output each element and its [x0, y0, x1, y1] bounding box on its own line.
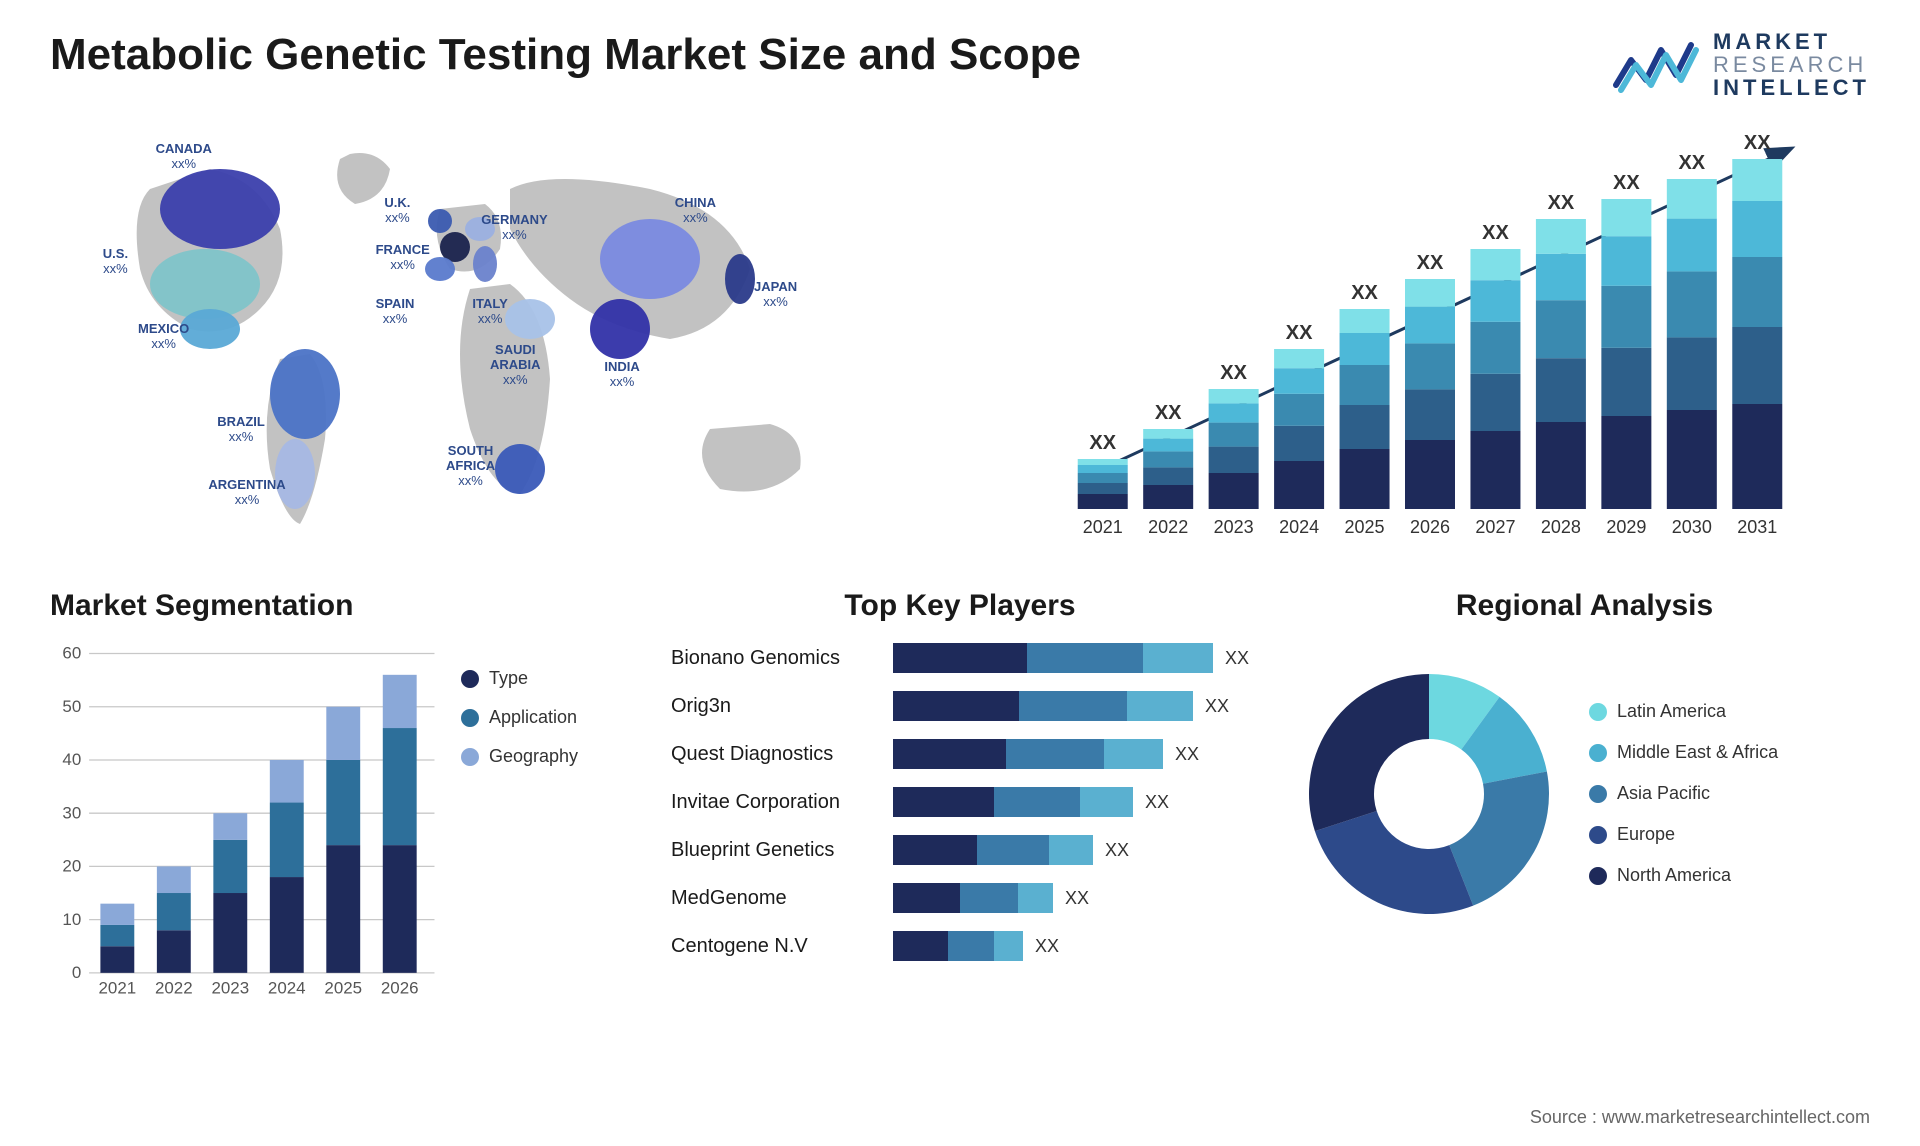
player-value: XX [1225, 648, 1249, 669]
svg-text:XX: XX [1744, 132, 1771, 154]
segmentation-title: Market Segmentation [50, 589, 621, 623]
svg-text:2027: 2027 [1475, 517, 1515, 537]
segmentation-legend: Type Application Geography [461, 638, 621, 1008]
svg-text:2025: 2025 [1345, 517, 1385, 537]
svg-text:XX: XX [1351, 282, 1378, 304]
svg-text:2025: 2025 [324, 979, 362, 998]
legend-item: North America [1589, 865, 1778, 886]
player-value: XX [1145, 792, 1169, 813]
player-value: XX [1205, 696, 1229, 717]
player-name: MedGenome [671, 887, 881, 910]
source-attribution: Source : www.marketresearchintellect.com [1530, 1107, 1870, 1128]
svg-text:0: 0 [72, 963, 81, 982]
legend-item: Latin America [1589, 701, 1778, 722]
svg-text:2026: 2026 [1410, 517, 1450, 537]
map-label-us: U.S.xx% [103, 247, 128, 277]
player-name: Invitae Corporation [671, 791, 881, 814]
svg-text:2031: 2031 [1737, 517, 1777, 537]
svg-text:2030: 2030 [1672, 517, 1712, 537]
regional-donut [1299, 664, 1559, 924]
svg-text:2022: 2022 [1148, 517, 1188, 537]
player-row: Bionano Genomics XX [671, 638, 1249, 678]
player-row: MedGenome XX [671, 878, 1249, 918]
svg-text:2028: 2028 [1541, 517, 1581, 537]
player-name: Orig3n [671, 695, 881, 718]
svg-text:2026: 2026 [381, 979, 419, 998]
segmentation-chart: 0 10 20 30 40 50 60 2021 2022 2023 2024 2025 2026 [50, 638, 441, 1008]
legend-item: Asia Pacific [1589, 783, 1778, 804]
map-label-italy: ITALYxx% [472, 297, 507, 327]
players-title: Top Key Players [671, 589, 1249, 623]
svg-text:XX: XX [1286, 322, 1313, 344]
logo-icon [1611, 35, 1701, 95]
regional-panel: Regional Analysis Latin America Middle Ea… [1299, 589, 1870, 949]
legend-item: Middle East & Africa [1589, 742, 1778, 763]
map-label-germany: GERMANYxx% [481, 213, 547, 243]
legend-item: Type [461, 668, 621, 689]
player-row: Invitae Corporation XX [671, 782, 1249, 822]
svg-text:2023: 2023 [1214, 517, 1254, 537]
svg-text:XX: XX [1482, 222, 1509, 244]
svg-text:10: 10 [62, 910, 81, 929]
svg-text:20: 20 [62, 857, 81, 876]
svg-text:XX: XX [1155, 402, 1182, 424]
svg-text:XX: XX [1548, 192, 1575, 214]
svg-text:XX: XX [1613, 172, 1640, 194]
player-name: Quest Diagnostics [671, 743, 881, 766]
svg-text:60: 60 [62, 644, 81, 663]
legend-item: Europe [1589, 824, 1778, 845]
svg-text:2029: 2029 [1606, 517, 1646, 537]
player-name: Blueprint Genetics [671, 839, 881, 862]
page-title: Metabolic Genetic Testing Market Size an… [50, 30, 1081, 80]
svg-text:2022: 2022 [155, 979, 193, 998]
map-label-brazil: BRAZILxx% [217, 415, 265, 445]
map-label-china: CHINAxx% [675, 196, 716, 226]
svg-text:2024: 2024 [268, 979, 306, 998]
svg-text:50: 50 [62, 697, 81, 716]
player-row: Quest Diagnostics XX [671, 734, 1249, 774]
regional-title: Regional Analysis [1299, 589, 1870, 623]
map-label-uk: U.K.xx% [384, 196, 410, 226]
player-value: XX [1105, 840, 1129, 861]
player-value: XX [1035, 936, 1059, 957]
player-row: Orig3n XX [671, 686, 1249, 726]
map-label-argentina: ARGENTINAxx% [208, 478, 285, 508]
players-list: Bionano GenomicsXXOrig3nXXQuest Diagnost… [671, 638, 1249, 966]
logo-text: MARKET RESEARCH INTELLECT [1713, 30, 1870, 99]
segmentation-panel: Market Segmentation 01020304050602021202… [50, 589, 621, 949]
map-label-mexico: MEXICOxx% [138, 322, 189, 352]
svg-text:2024: 2024 [1279, 517, 1319, 537]
svg-text:2023: 2023 [211, 979, 249, 998]
legend-item: Geography [461, 746, 621, 767]
svg-text:40: 40 [62, 750, 81, 769]
legend-item: Application [461, 707, 621, 728]
market-size-chart: 2021 XX 2022 XX 2023 XX 2024 XX 2025 XX 2026 XX 2027… [990, 129, 1870, 549]
players-panel: Top Key Players Bionano GenomicsXXOrig3n… [671, 589, 1249, 949]
player-row: Blueprint Genetics XX [671, 830, 1249, 870]
svg-text:XX: XX [1417, 252, 1444, 274]
player-name: Bionano Genomics [671, 647, 881, 670]
player-value: XX [1065, 888, 1089, 909]
player-value: XX [1175, 744, 1199, 765]
map-label-canada: CANADAxx% [156, 142, 212, 172]
svg-text:XX: XX [1089, 432, 1116, 454]
map-label-saudi: SAUDIARABIAxx% [490, 343, 541, 388]
svg-text:XX: XX [1220, 362, 1247, 384]
map-label-safrica: SOUTHAFRICAxx% [446, 444, 495, 489]
svg-text:30: 30 [62, 804, 81, 823]
svg-text:XX: XX [1678, 152, 1705, 174]
map-label-india: INDIAxx% [604, 360, 639, 390]
svg-text:2021: 2021 [98, 979, 136, 998]
map-label-spain: SPAINxx% [376, 297, 415, 327]
map-label-france: FRANCExx% [376, 243, 430, 273]
svg-text:2021: 2021 [1083, 517, 1123, 537]
player-row: Centogene N.V XX [671, 926, 1249, 966]
map-label-japan: JAPANxx% [754, 280, 797, 310]
world-map: CANADAxx% U.S.xx% MEXICOxx% BRAZILxx% ARGENT… [50, 129, 930, 549]
player-name: Centogene N.V [671, 935, 881, 958]
regional-legend: Latin America Middle East & Africa Asia Pa… [1589, 701, 1778, 886]
brand-logo: MARKET RESEARCH INTELLECT [1611, 30, 1870, 99]
